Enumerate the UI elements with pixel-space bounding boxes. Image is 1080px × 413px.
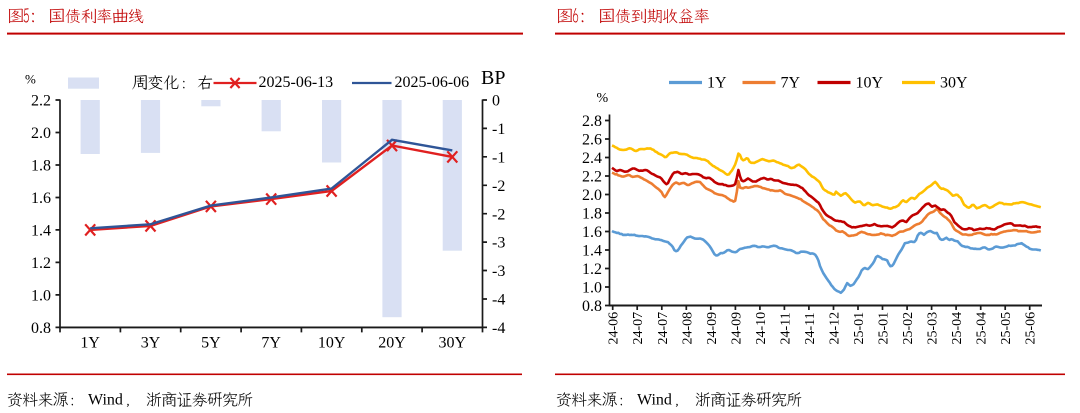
svg-text:24-08: 24-08 <box>680 312 695 345</box>
svg-text:24-10: 24-10 <box>754 312 769 345</box>
svg-text:1.4: 1.4 <box>31 223 51 240</box>
svg-text:7Y: 7Y <box>781 75 801 92</box>
svg-text:1.0: 1.0 <box>31 288 51 305</box>
svg-text:2025-06-06: 2025-06-06 <box>395 74 470 91</box>
svg-text:-3: -3 <box>492 235 505 252</box>
svg-text:-2: -2 <box>492 178 505 195</box>
svg-text:1.2: 1.2 <box>31 255 51 272</box>
svg-text:-2: -2 <box>492 206 505 223</box>
svg-text:24-06: 24-06 <box>607 312 622 345</box>
svg-text:1.8: 1.8 <box>31 158 51 175</box>
svg-text:1.8: 1.8 <box>582 206 602 223</box>
svg-text:-1: -1 <box>492 149 505 166</box>
svg-text:24-09: 24-09 <box>705 312 720 345</box>
svg-text:1.4: 1.4 <box>582 243 602 260</box>
svg-text:25-01: 25-01 <box>852 312 867 345</box>
svg-text:0: 0 <box>492 93 500 110</box>
svg-text:%: % <box>25 72 36 87</box>
svg-text:2.2: 2.2 <box>31 93 51 110</box>
svg-text:20Y: 20Y <box>378 335 406 352</box>
svg-text:1.6: 1.6 <box>582 224 602 241</box>
svg-text:25-06: 25-06 <box>1024 312 1039 345</box>
svg-text:25-04: 25-04 <box>950 312 965 345</box>
svg-text:3Y: 3Y <box>141 335 161 352</box>
svg-text:1Y: 1Y <box>80 335 100 352</box>
svg-text:2.4: 2.4 <box>582 150 602 167</box>
svg-text:1.6: 1.6 <box>31 190 51 207</box>
svg-text:2.0: 2.0 <box>31 125 51 142</box>
svg-text:10Y: 10Y <box>856 75 884 92</box>
svg-text:25-05: 25-05 <box>999 312 1014 345</box>
svg-text:-4: -4 <box>492 320 505 337</box>
svg-text:7Y: 7Y <box>261 335 281 352</box>
svg-text:2.6: 2.6 <box>582 132 602 149</box>
svg-text:25-01: 25-01 <box>877 312 892 345</box>
svg-text:2.2: 2.2 <box>582 169 602 186</box>
svg-text:30Y: 30Y <box>940 75 968 92</box>
svg-text:25-03: 25-03 <box>926 312 941 345</box>
svg-text:1.2: 1.2 <box>582 261 602 278</box>
svg-text:Wind: Wind <box>637 392 672 409</box>
svg-text:24-09: 24-09 <box>729 312 744 345</box>
svg-text:24-11: 24-11 <box>778 312 793 344</box>
svg-text:2.8: 2.8 <box>582 113 602 130</box>
svg-text:2025-06-13: 2025-06-13 <box>259 74 334 91</box>
svg-text:-1: -1 <box>492 121 505 138</box>
svg-text:0.8: 0.8 <box>31 320 51 337</box>
svg-text:BP: BP <box>481 67 505 89</box>
svg-text:24-11: 24-11 <box>803 312 818 344</box>
svg-text:-3: -3 <box>492 263 505 280</box>
svg-text:%: % <box>597 91 609 106</box>
svg-text:25-04: 25-04 <box>975 312 990 345</box>
svg-text:25-02: 25-02 <box>901 312 916 345</box>
svg-text:1Y: 1Y <box>707 75 727 92</box>
svg-text:5Y: 5Y <box>201 335 221 352</box>
svg-text:24-07: 24-07 <box>631 312 646 345</box>
svg-text:-4: -4 <box>492 292 505 309</box>
svg-text:1.0: 1.0 <box>582 280 602 297</box>
svg-text:24-07: 24-07 <box>656 312 671 345</box>
svg-text:0.8: 0.8 <box>582 298 602 315</box>
svg-text:Wind: Wind <box>88 392 123 409</box>
svg-text:24-12: 24-12 <box>828 312 843 345</box>
svg-text:30Y: 30Y <box>439 335 467 352</box>
svg-text:2.0: 2.0 <box>582 187 602 204</box>
svg-text:10Y: 10Y <box>318 335 346 352</box>
